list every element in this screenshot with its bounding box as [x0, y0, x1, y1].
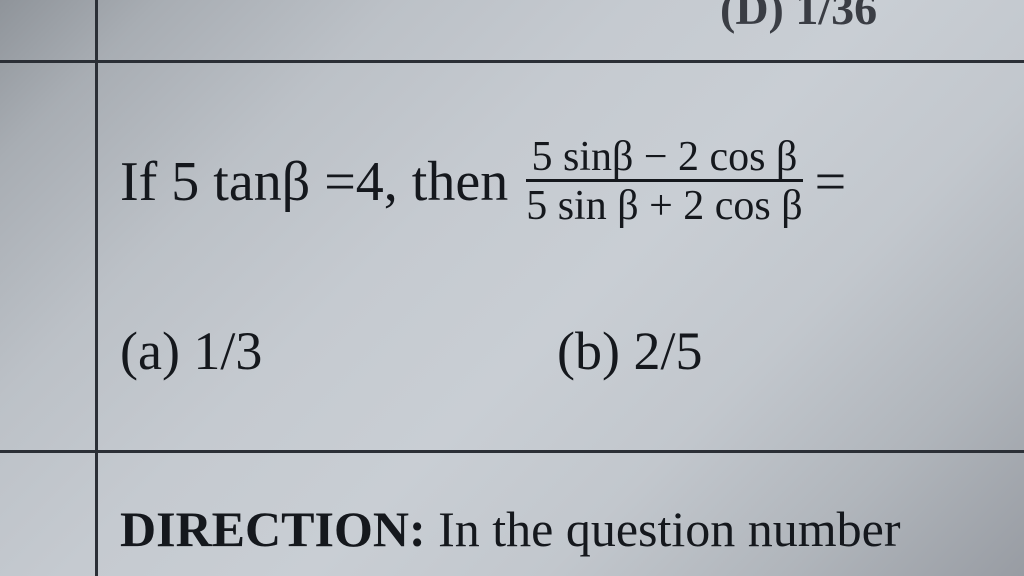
table-horizontal-rule-top — [0, 60, 1024, 64]
previous-option-letter: (D) — [720, 0, 784, 34]
fraction-denominator: 5 sin β + 2 cos β — [526, 179, 802, 228]
exam-paper-photo: (D) 1/36 If 5 tanβ =4, then 5 sinβ − 2 c… — [0, 0, 1024, 576]
table-horizontal-rule-bottom — [0, 450, 1024, 454]
table-vertical-rule — [95, 0, 99, 576]
previous-option-value: 1/36 — [795, 0, 877, 34]
direction-label: DIRECTION: — [120, 501, 426, 557]
previous-option-d: (D) 1/36 — [720, 0, 877, 35]
question-text: If 5 tanβ =4, then 5 sinβ − 2 cos β 5 si… — [120, 135, 994, 228]
direction-line: DIRECTION: In the question number — [120, 500, 1004, 558]
options-row: (a) 1/3 (b) 2/5 — [120, 320, 994, 382]
question-fraction: 5 sinβ − 2 cos β 5 sin β + 2 cos β — [526, 135, 802, 228]
option-a: (a) 1/3 — [120, 320, 557, 382]
fraction-numerator: 5 sinβ − 2 cos β — [531, 135, 797, 179]
question-prefix: If 5 tanβ =4, then — [120, 150, 508, 214]
direction-text: In the question number — [426, 501, 901, 557]
option-b: (b) 2/5 — [557, 320, 994, 382]
question-suffix: = — [815, 150, 847, 214]
